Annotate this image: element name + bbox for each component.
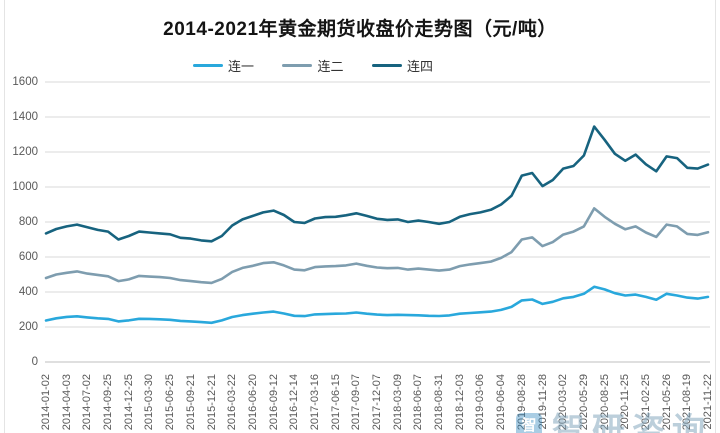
chart-frame-right-border xyxy=(715,0,716,433)
x-axis-label: 2019-03-06 xyxy=(474,374,487,431)
zhiyan-logo-icon: 智 xyxy=(516,413,542,433)
legend-label: 连一 xyxy=(228,59,255,74)
watermark: 智 智研咨询 xyxy=(516,413,712,433)
x-axis-label: 2016-06-20 xyxy=(246,374,259,431)
x-axis-label: 2014-04-03 xyxy=(60,374,73,431)
x-axis-label: 2019-06-04 xyxy=(495,374,508,431)
y-axis-label: 800 xyxy=(18,216,38,228)
series-line-0 xyxy=(44,285,710,325)
watermark-text: 智研咨询 xyxy=(552,411,712,433)
x-axis-label: 2017-12-07 xyxy=(371,374,383,431)
x-axis-label: 2018-08-31 xyxy=(433,374,446,431)
x-axis-label: 2014-09-25 xyxy=(102,374,115,431)
legend-line-swatch xyxy=(193,63,223,68)
legend-item-1: 连二 xyxy=(282,56,344,75)
y-axis-label: 400 xyxy=(18,286,38,298)
x-axis-label: 2016-09-12 xyxy=(267,374,280,431)
x-axis-label: 2016-12-14 xyxy=(288,374,301,431)
x-axis-label: 2015-09-21 xyxy=(184,374,197,431)
x-axis-label: 2018-03-09 xyxy=(391,374,404,431)
legend-label: 连四 xyxy=(406,59,433,74)
x-axis-label: 2018-12-03 xyxy=(453,374,466,431)
x-axis-label: 2014-12-25 xyxy=(122,374,135,431)
y-axis-label: 1000 xyxy=(12,181,38,193)
x-axis-label: 2015-12-21 xyxy=(205,374,218,431)
y-axis-label: 200 xyxy=(18,321,38,333)
x-axis-label: 2016-03-22 xyxy=(226,374,239,431)
x-axis-label: 2017-03-16 xyxy=(308,374,321,431)
y-axis-label: 0 xyxy=(31,356,38,368)
y-axis-label: 1400 xyxy=(12,111,38,123)
y-axis-label: 1200 xyxy=(12,146,38,158)
x-axis-label: 2018-06-07 xyxy=(412,374,425,431)
legend-item-0: 连一 xyxy=(193,56,254,75)
chart-frame-left-border xyxy=(4,0,5,433)
x-axis-label: 2015-06-25 xyxy=(164,374,177,431)
x-axis-label: 2014-01-02 xyxy=(40,374,52,431)
chart-title: 2014-2021年黄金期货收盘价走势图（元/吨） xyxy=(163,19,557,40)
series-line-1 xyxy=(44,207,710,285)
legend-line-swatch xyxy=(282,63,313,68)
x-axis-label: 2017-06-15 xyxy=(329,374,342,431)
series-line-2 xyxy=(44,125,710,243)
legend-item-2: 连四 xyxy=(371,56,433,75)
x-axis-label: 2014-07-02 xyxy=(81,374,94,431)
legend-label: 连二 xyxy=(317,59,344,74)
legend-line-swatch xyxy=(371,63,402,68)
x-axis-label: 2017-09-07 xyxy=(350,374,363,431)
legend: 连一 连二 连四 xyxy=(193,56,433,75)
y-axis-label: 600 xyxy=(18,251,38,263)
x-axis-label: 2015-03-30 xyxy=(143,374,156,431)
y-axis-label: 1600 xyxy=(12,76,38,88)
